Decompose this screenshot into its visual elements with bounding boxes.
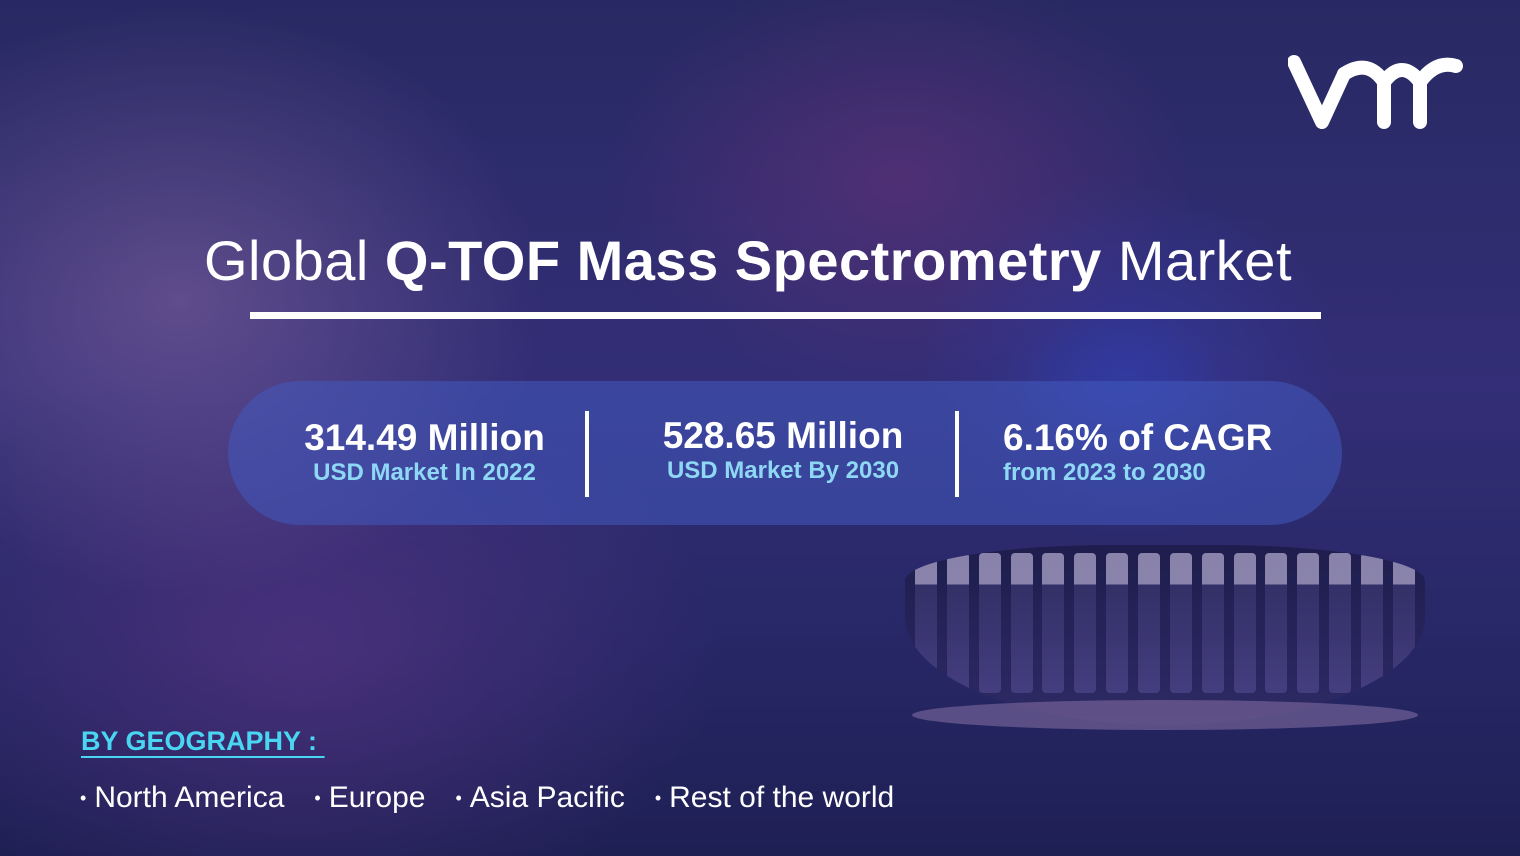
stat-label: USD Market In 2022 [313, 458, 536, 486]
geography-list: • North America • Europe • Asia Pacific … [80, 781, 924, 815]
stat-label: USD Market By 2030 [666, 456, 900, 484]
geography-item-label: Asia Pacific [469, 781, 625, 814]
stats-panel [228, 381, 1342, 525]
geography-item-label: Rest of the world [669, 781, 895, 814]
geography-heading: BY GEOGRAPHY : [81, 726, 325, 756]
title-prefix: Global [203, 229, 369, 292]
geography-item-label: Europe [328, 781, 426, 814]
vmr-logo-icon [1288, 55, 1463, 129]
vial-rack-image [905, 545, 1425, 725]
stat-divider [585, 411, 589, 497]
stat-market-2030: 528.65 Million USD Market By 2030 [640, 415, 926, 484]
stat-cagr: 6.16% of CAGR from 2023 to 2030 [1003, 417, 1283, 486]
vial-rack-base [912, 700, 1418, 730]
list-item: • Asia Pacific [455, 781, 624, 815]
title-underline [250, 312, 1321, 319]
list-item: • Rest of the world [655, 781, 894, 815]
bullet-icon: • [80, 787, 87, 808]
stat-label: from 2023 to 2030 [1003, 458, 1206, 486]
geography-item-label: North America [94, 781, 285, 814]
stat-divider [955, 411, 959, 497]
bullet-icon: • [654, 787, 662, 808]
stat-value: 528.65 Million [662, 415, 904, 456]
bullet-icon: • [314, 787, 321, 808]
bullet-icon: • [455, 787, 462, 808]
list-item: • Europe [314, 781, 425, 815]
list-item: • North America [80, 781, 284, 815]
title-suffix: Market [1117, 229, 1293, 292]
page-title: Global Q-TOF Mass Spectrometry Market [0, 228, 1496, 293]
stat-value: 314.49 Million [304, 417, 545, 458]
stat-market-2022: 314.49 Million USD Market In 2022 [282, 417, 567, 486]
stat-value: 6.16% of CAGR [1003, 417, 1273, 458]
title-bold: Q-TOF Mass Spectrometry [384, 229, 1102, 292]
